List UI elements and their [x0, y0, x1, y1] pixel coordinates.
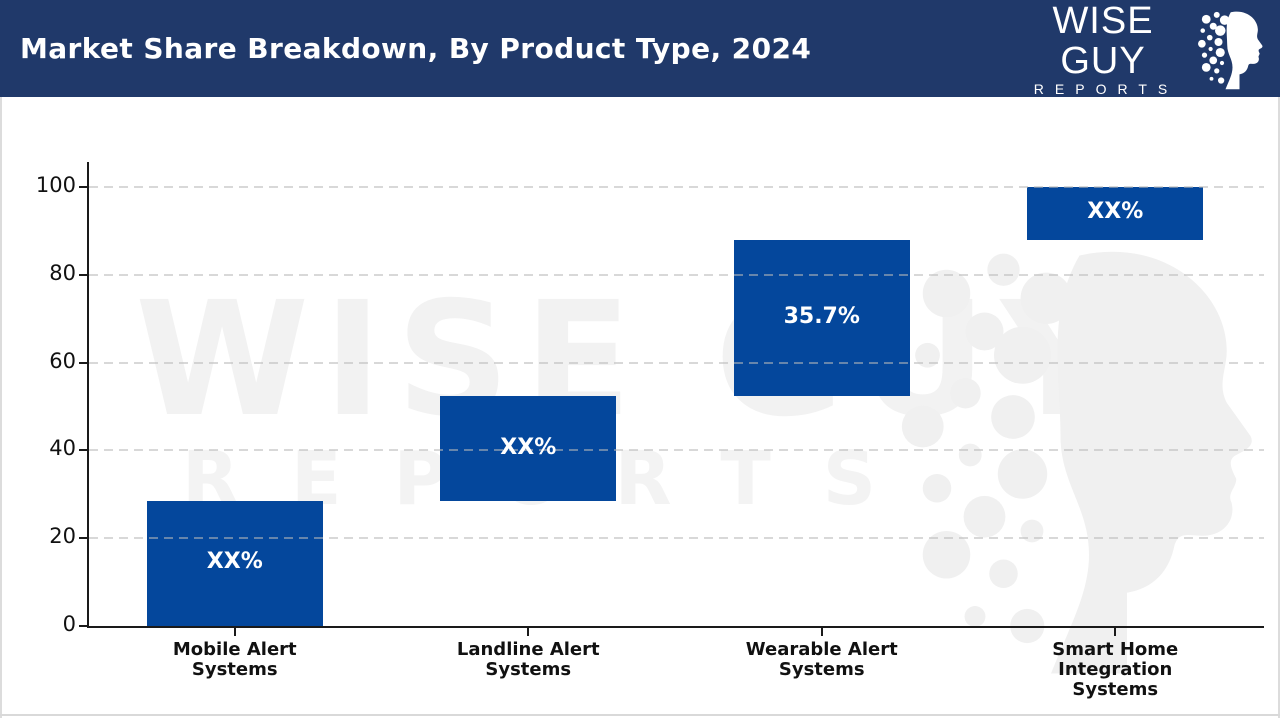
bar-value-label: XX% — [1087, 199, 1144, 225]
x-category-label: Mobile Alert Systems — [172, 639, 297, 680]
x-tick-mark — [1114, 628, 1117, 636]
y-tick-label: 100 — [35, 173, 76, 197]
y-tick-mark — [79, 625, 87, 627]
x-tick-mark — [233, 628, 236, 636]
y-tick-mark — [79, 273, 87, 276]
bar-value-label: XX% — [500, 434, 557, 460]
y-axis-line — [87, 162, 89, 628]
bar-segment — [146, 500, 323, 626]
chart-title: Market Share Breakdown, By Product Type,… — [20, 32, 812, 65]
y-tick-mark — [79, 537, 87, 540]
bar-segment — [1027, 187, 1204, 240]
logo-reports-text: REPORTS — [1033, 81, 1179, 97]
logo-wise-guy-text: WISE GUY — [1052, 0, 1154, 82]
y-tick-label: 20 — [49, 524, 76, 549]
gridline-y-20 — [89, 537, 1264, 540]
gridline-y-60 — [89, 361, 1264, 364]
bar-value-label: 35.7% — [783, 304, 860, 330]
gridline-y-80 — [89, 273, 1264, 276]
y-tick-mark — [79, 449, 87, 452]
logo-face-icon — [1198, 11, 1263, 90]
bar-value-label: XX% — [206, 549, 263, 575]
logo-wordmark: WISE GUY REPORTS — [1016, 1, 1190, 97]
y-tick-mark — [79, 361, 87, 364]
bottom-divider-line — [0, 714, 1280, 716]
x-tick-mark — [527, 628, 530, 636]
wise-guy-reports-logo: WISE GUY REPORTS — [1016, 1, 1266, 97]
header-banner: Market Share Breakdown, By Product Type,… — [0, 0, 1280, 97]
bar-segment — [440, 396, 617, 501]
x-axis-line — [87, 626, 1264, 628]
bar-segment — [733, 239, 910, 397]
y-tick-label: 0 — [62, 612, 76, 636]
x-category-label: Wearable Alert Systems — [745, 639, 898, 680]
gridline-y-100 — [89, 186, 1264, 188]
y-tick-label: 40 — [49, 436, 76, 461]
gridline-y-40 — [89, 449, 1264, 452]
y-tick-label: 60 — [49, 348, 76, 373]
y-tick-label: 80 — [49, 260, 76, 285]
x-category-label: Smart Home Integration Systems — [1052, 639, 1179, 700]
x-category-label: Landline Alert Systems — [456, 639, 600, 680]
y-tick-mark — [79, 186, 87, 188]
x-tick-mark — [820, 628, 823, 636]
